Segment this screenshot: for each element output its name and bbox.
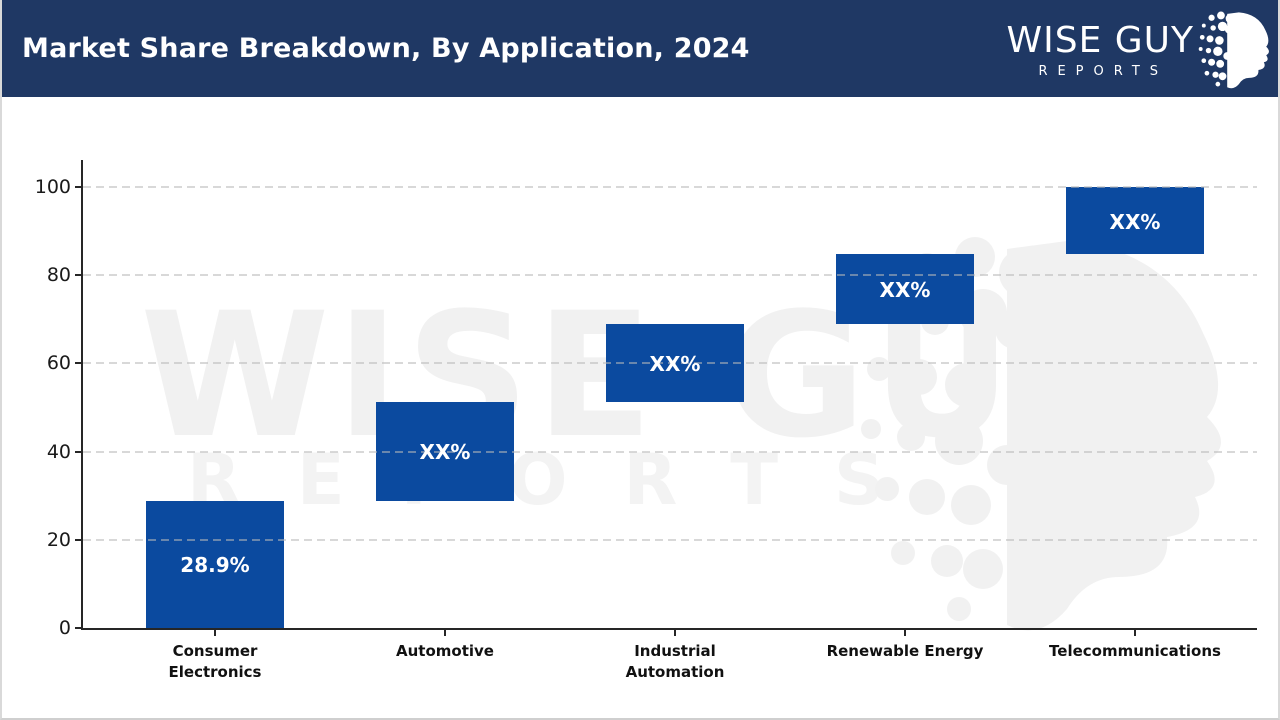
waterfall-bar [836,254,974,324]
y-tick-100 [75,186,81,188]
brand-logo: WISE GUY REPORTS [1007,0,1275,97]
y-tick-label: 80 [46,264,71,287]
x-tick [904,630,906,636]
y-tick-label: 20 [46,528,71,551]
y-tick-label: 40 [46,440,71,463]
x-category-label: Automotive [396,642,494,660]
y-tick-label: 0 [58,617,71,639]
x-tick [444,630,446,636]
x-category-label: Renewable Energy [826,642,984,660]
bar-value-label: XX% [419,440,471,465]
y-tick-40 [75,450,81,453]
bar-value-label: XX% [879,278,931,303]
brand-name: WISE GUY [1006,20,1194,61]
y-tick-label: 100 [34,176,71,198]
x-category-label: Industrial Automation [625,642,725,681]
bar-value-label: 28.9% [180,553,250,578]
brand-tagline: REPORTS [1038,64,1169,79]
gridline-60 [83,362,1257,365]
y-tick-0 [75,627,81,629]
x-category-label: Telecommunications [1049,642,1221,660]
y-tick-label: 60 [46,352,71,375]
x-tick [214,630,216,636]
gridline-100 [83,186,1257,188]
header-bar: Market Share Breakdown, By Application, … [2,0,1278,97]
gridline-40 [83,450,1257,453]
bar-value-label: XX% [1109,209,1161,234]
bar-value-label: XX% [649,351,701,376]
brand-text: WISE GUY REPORTS [1006,20,1195,79]
x-tick [1134,630,1136,636]
gridline-80 [83,274,1257,277]
chart-area: WISE GUY REPORTS 0 20 40 60 80 100 28.9% Consum… [2,97,1278,718]
page-title: Market Share Breakdown, By Application, … [22,33,750,64]
y-tick-80 [75,274,81,277]
plot-area: 0 20 40 60 80 100 28.9% Consumer Electronics XX%… [35,160,1257,681]
x-category-label: Consumer Electronics [168,642,262,681]
gridline-20 [83,538,1257,541]
y-tick-60 [75,362,81,365]
y-tick-20 [75,538,81,541]
x-tick [674,630,676,636]
brand-face-icon [1198,11,1269,88]
waterfall-bar [146,500,284,628]
